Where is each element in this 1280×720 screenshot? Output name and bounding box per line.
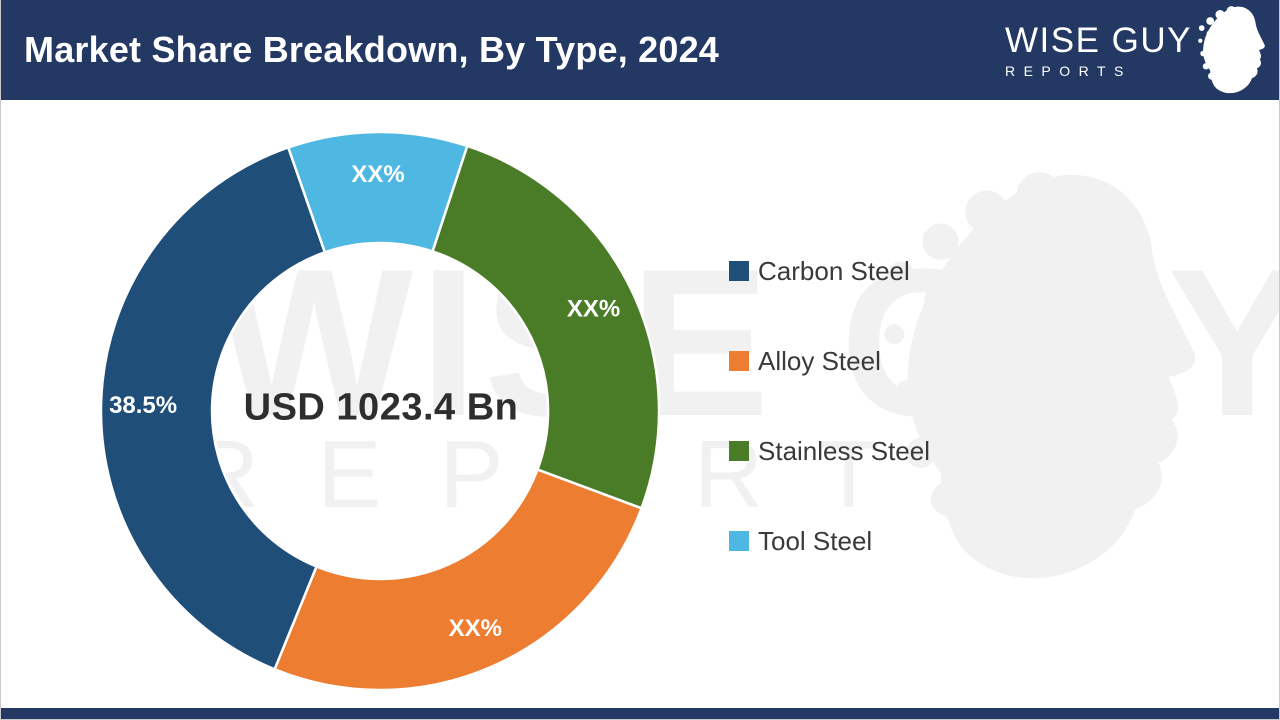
- legend-swatch: [729, 261, 749, 281]
- slice-percent-label: 38.5%: [109, 392, 177, 419]
- slice-percent-label: XX%: [351, 161, 404, 188]
- legend-swatch: [729, 441, 749, 461]
- legend-item-alloy-steel: Alloy Steel: [729, 348, 930, 374]
- legend-swatch: [729, 531, 749, 551]
- legend-item-tool-steel: Tool Steel: [729, 528, 930, 554]
- slice-alloy-steel: [273, 468, 643, 692]
- slice-percent-label: XX%: [449, 615, 502, 642]
- logo-face-icon: [1198, 6, 1265, 94]
- legend-label: Tool Steel: [758, 526, 873, 556]
- legend-item-stainless-steel: Stainless Steel: [729, 438, 930, 464]
- slice-percent-label: XX%: [567, 295, 620, 322]
- slice-carbon-steel: [99, 146, 327, 671]
- legend-label: Stainless Steel: [758, 436, 930, 466]
- legend-swatch: [729, 351, 749, 371]
- slice-stainless-steel: [431, 144, 661, 510]
- logo-text: WISE GUY REPORTS: [1005, 21, 1192, 79]
- header-bar: Market Share Breakdown, By Type, 2024 WI…: [0, 0, 1280, 100]
- legend-label: Alloy Steel: [758, 346, 881, 376]
- footer-bar: [0, 708, 1280, 720]
- chart-legend: Carbon Steel Alloy Steel Stainless Steel To…: [729, 258, 930, 618]
- legend-item-carbon-steel: Carbon Steel: [729, 258, 930, 284]
- chart-center-value: USD 1023.4 Bn: [243, 386, 519, 429]
- wise-guy-logo: WISE GUY REPORTS: [1005, 4, 1266, 96]
- page-title: Market Share Breakdown, By Type, 2024: [24, 29, 720, 70]
- logo-subtitle: REPORTS: [1004, 63, 1132, 79]
- logo-wordmark: WISE GUY: [1004, 21, 1192, 60]
- legend-label: Carbon Steel: [758, 256, 910, 286]
